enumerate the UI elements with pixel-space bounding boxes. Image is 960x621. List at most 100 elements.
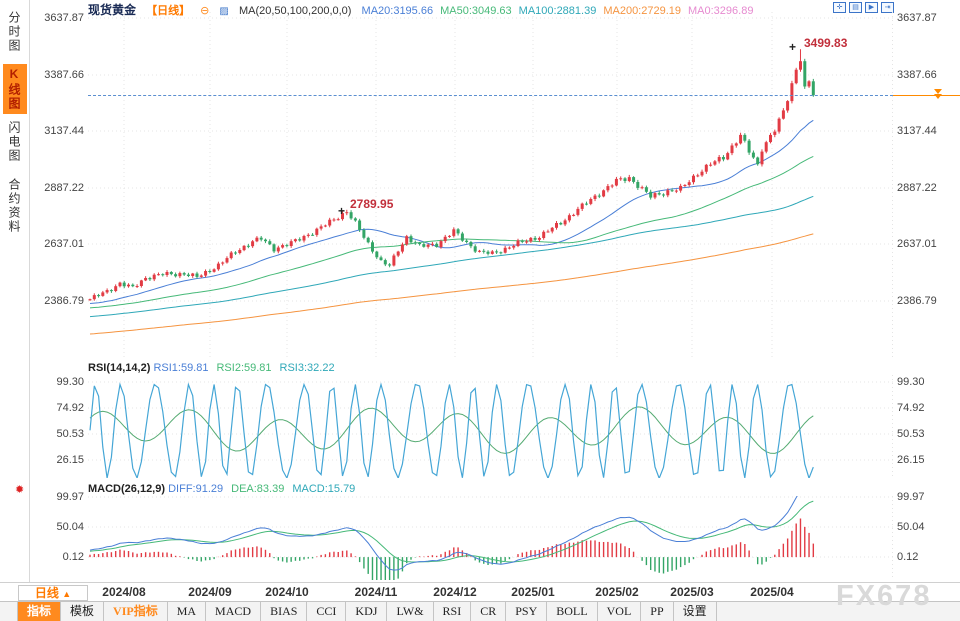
- x-axis-label: 2025/03: [670, 585, 714, 599]
- ma-value: MA200:2729.19: [603, 5, 681, 17]
- ma-values: MA20:3195.66 MA50:3049.63 MA100:2881.39 MA2…: [362, 5, 761, 17]
- macd-title[interactable]: MACD(26,12,9): [88, 483, 166, 495]
- price-marker-icon: [934, 94, 942, 99]
- macd-header: MACD(26,12,9) DIFF:91.29 DEA:83.39 MACD:15…: [88, 483, 371, 495]
- y-axis-label: 74.92: [56, 402, 84, 414]
- x-axis-label: 2024/10: [265, 585, 309, 599]
- y-axis-label: 2887.22: [44, 182, 84, 194]
- y-axis-label: 99.30: [56, 376, 84, 388]
- toolbar-item-vip-indicator[interactable]: VIP指标: [104, 602, 168, 621]
- toolbar-item-template[interactable]: 模板: [61, 602, 105, 621]
- y-axis-label: 2386.79: [897, 295, 937, 307]
- y-axis-label: 99.97: [897, 491, 925, 503]
- main-candlestick-chart[interactable]: [88, 12, 893, 358]
- crosshair-icon[interactable]: ✛: [833, 2, 846, 13]
- toolbar-item-settings[interactable]: 设置: [674, 602, 717, 621]
- y-axis-label: 2637.01: [44, 238, 84, 250]
- sidebar-tab-time-share-chart[interactable]: 分时图: [7, 11, 21, 53]
- grid-lines: [88, 12, 893, 358]
- toolbar-item-rsi[interactable]: RSI: [434, 602, 472, 621]
- x-axis-label: 2024/09: [188, 585, 232, 599]
- rsi-values: RSI1:59.81 RSI2:59.81 RSI3:32.22: [153, 362, 342, 374]
- ma-settings[interactable]: MA(20,50,100,200,0,0): [238, 5, 352, 17]
- rsi-slow-line: [89, 406, 814, 454]
- y-axis-label: 26.15: [56, 454, 84, 466]
- y-axis-label: 0.12: [62, 551, 84, 563]
- x-axis-label: 2025/04: [750, 585, 794, 599]
- toolbar-item-kdj[interactable]: KDJ: [346, 602, 388, 621]
- line-chart-icon[interactable]: ▤: [849, 2, 862, 13]
- toolbar-item-cci[interactable]: CCI: [307, 602, 347, 621]
- macd-chart[interactable]: [88, 496, 893, 580]
- macd-dea-line: [89, 500, 814, 563]
- y-axis-label: 74.92: [897, 402, 925, 414]
- period-selector-label: 日线: [34, 586, 59, 600]
- macd-values: DIFF:91.29 DEA:83.39 MACD:15.79: [168, 483, 363, 495]
- ma-lines: [89, 119, 814, 335]
- rsi-chart[interactable]: [88, 375, 893, 478]
- macd-diff-line: [89, 496, 798, 571]
- y-axis-label: 99.97: [56, 491, 84, 503]
- toolbar-item-cr[interactable]: CR: [471, 602, 507, 621]
- sidebar-tab-contract-info[interactable]: 合约资料: [7, 178, 21, 234]
- toolbar-item-ma[interactable]: MA: [168, 602, 207, 621]
- y-axis-label: 2887.22: [897, 182, 937, 194]
- y-axis-label: 26.15: [897, 454, 925, 466]
- collapse-icon[interactable]: ⊖: [200, 5, 210, 17]
- y-axis-label: 3387.66: [897, 69, 937, 81]
- indicator-toolbar: 指标 模板 VIP指标 MA MACD BIAS CCI KDJ LW& RSI CR PSY BOLL…: [0, 601, 960, 621]
- toolbar-item-bias[interactable]: BIAS: [261, 602, 308, 621]
- y-axis-label: 3637.87: [44, 12, 84, 24]
- sidebar-tab-lightning-chart[interactable]: 闪电图: [7, 121, 21, 163]
- high-cross-marker: +: [789, 40, 797, 54]
- rsi-title[interactable]: RSI(14,14,2): [88, 362, 151, 374]
- toolbar-spacer: [0, 602, 18, 621]
- toolbar-item-macd[interactable]: MACD: [206, 602, 262, 621]
- chart-header: 现货黄金 【日线】 ⊖ ▨ MA(20,50,100,200,0,0) MA20…: [88, 1, 767, 17]
- mid-annotation: 2789.95: [350, 197, 394, 211]
- sidebar-tab-kline-chart[interactable]: K线图: [3, 64, 27, 114]
- y-axis-label: 50.53: [897, 428, 925, 440]
- y-axis-label: 3387.66: [44, 69, 84, 81]
- candles: [88, 49, 815, 301]
- indicator-value: DIFF:91.29: [168, 483, 224, 495]
- toolbar-item-vol[interactable]: VOL: [598, 602, 642, 621]
- ma-value: MA100:2881.39: [518, 5, 597, 17]
- rsi-fast-line: [89, 382, 814, 478]
- x-axis-label: 2025/01: [511, 585, 555, 599]
- export-icon[interactable]: ⇥: [881, 2, 894, 13]
- toolbar-item-boll[interactable]: BOLL: [547, 602, 598, 621]
- indicator-value: MACD:15.79: [292, 483, 356, 495]
- toolbar-item-indicator[interactable]: 指标: [18, 602, 62, 621]
- last-price-axis-line: [893, 95, 960, 96]
- y-axis-label: 2386.79: [44, 295, 84, 307]
- period-selector[interactable]: 日线 ▲: [18, 585, 88, 601]
- candle-chart-icon[interactable]: ▶: [865, 2, 878, 13]
- last-price-dashed-line: [88, 95, 893, 96]
- y-axis-label: 50.04: [897, 521, 925, 533]
- indicator-value: DEA:83.39: [231, 483, 285, 495]
- y-axis-label: 3137.44: [44, 125, 84, 137]
- alert-icon[interactable]: ✹: [15, 484, 25, 496]
- x-axis-label: 2025/02: [595, 585, 639, 599]
- macd-grid: [88, 496, 893, 580]
- y-axis-label: 3637.87: [897, 12, 937, 24]
- y-axis-label: 50.04: [56, 521, 84, 533]
- ma-value: MA0:3296.89: [688, 5, 754, 17]
- ma-indicator-icon: ▨: [219, 6, 229, 17]
- rsi-header: RSI(14,14,2) RSI1:59.81 RSI2:59.81 RSI3:32…: [88, 362, 351, 374]
- indicator-value: RSI3:32.22: [279, 362, 335, 374]
- toolbar-item-lw[interactable]: LW&: [387, 602, 434, 621]
- high-annotation: 3499.83: [804, 36, 848, 50]
- ma-value: MA50:3049.63: [440, 5, 512, 17]
- y-axis-label: 2637.01: [897, 238, 937, 250]
- chart-type-sidebar: 分时图 K线图闪电图合约资料: [0, 0, 30, 600]
- indicator-value: RSI2:59.81: [216, 362, 272, 374]
- indicator-value: RSI1:59.81: [153, 362, 209, 374]
- toolbar-item-pp[interactable]: PP: [641, 602, 674, 621]
- x-axis-label: 2024/08: [102, 585, 146, 599]
- chevron-up-icon: ▲: [62, 589, 72, 599]
- mid-cross-marker: +: [338, 204, 346, 218]
- toolbar-item-psy[interactable]: PSY: [506, 602, 548, 621]
